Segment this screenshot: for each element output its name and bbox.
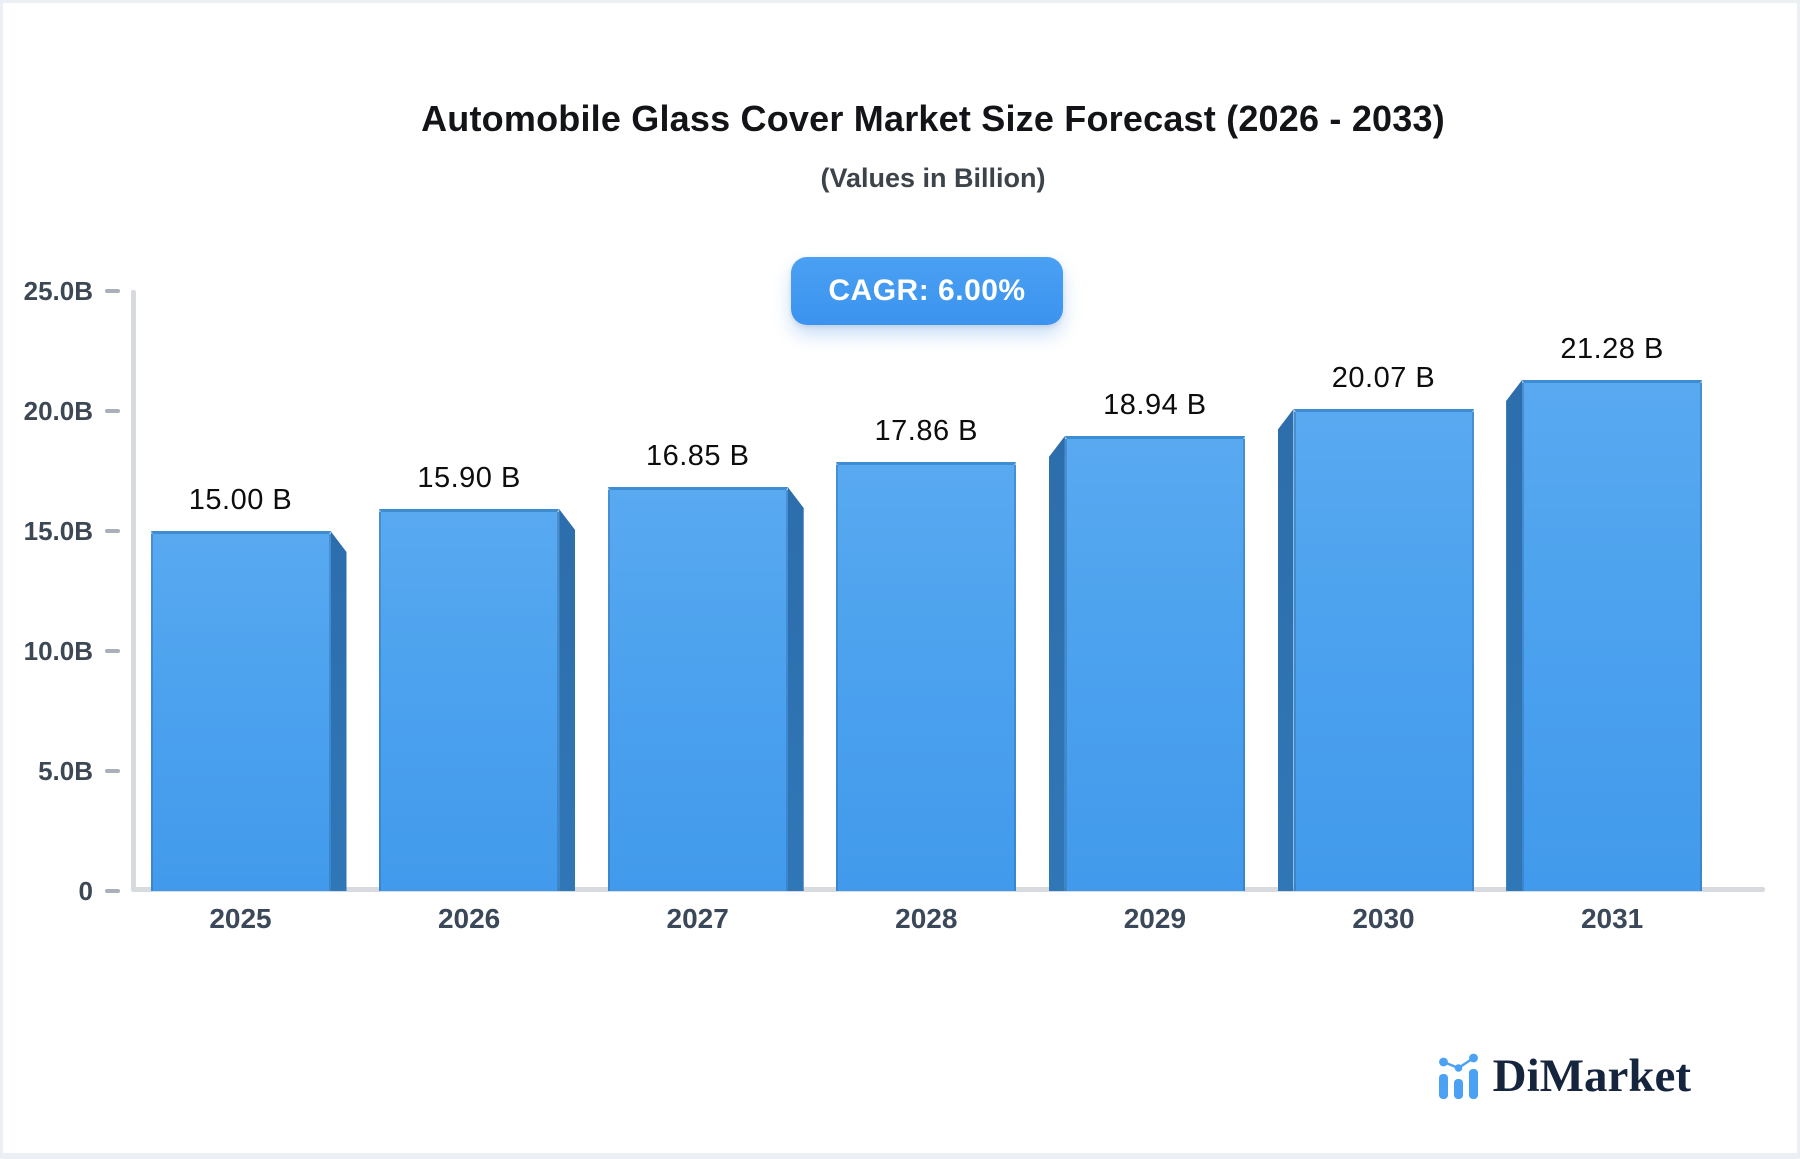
y-tick-label: 25.0B — [23, 276, 93, 306]
bar-3d-side — [787, 487, 804, 891]
logo-text: DiMarket — [1492, 1050, 1691, 1102]
x-tick-label: 2028 — [895, 903, 958, 934]
x-tick-label: 2027 — [666, 903, 729, 934]
y-tick-mark — [105, 409, 120, 413]
bar-3d-side — [330, 531, 347, 891]
x-tick-label: 2025 — [209, 903, 272, 934]
bar-value-label: 21.28 B — [1560, 333, 1664, 365]
y-tick-label: 10.0B — [23, 636, 93, 666]
bar-2030[interactable] — [1277, 409, 1474, 891]
bar-2026[interactable] — [379, 509, 576, 891]
bar-chart-trend-icon — [1438, 1053, 1478, 1099]
bar-value-label: 16.85 B — [645, 440, 750, 472]
y-tick-mark — [105, 529, 120, 533]
bar-2029[interactable] — [1048, 436, 1245, 891]
y-tick-mark — [105, 889, 120, 893]
bar-value-label: 20.07 B — [1331, 362, 1436, 394]
bar-chart: 25.0B 20.0B 15.0B 10.0B 5.0B 0 15.00 B 2025 15.9… — [3, 3, 1800, 1159]
bar-value-label: 15.90 B — [417, 462, 521, 494]
y-tick-label: 15.0B — [23, 516, 93, 546]
bar-face — [1293, 409, 1474, 891]
bar-3d-side — [1277, 409, 1294, 891]
bar-face — [379, 509, 560, 891]
y-tick-label: 5.0B — [38, 756, 93, 786]
chart-subtitle: (Values in Billion) — [820, 163, 1046, 193]
bar-2025[interactable] — [150, 531, 347, 891]
y-tick-mark — [105, 289, 120, 293]
bar-face — [1064, 436, 1245, 891]
bar-3d-side — [1506, 380, 1523, 891]
bar-face — [836, 462, 1017, 891]
bar-3d-side — [559, 509, 576, 891]
y-tick-mark — [105, 769, 120, 773]
bar-face — [150, 531, 331, 891]
dimarket-logo: DiMarket — [1437, 1050, 1691, 1102]
y-tick-label: 20.0B — [23, 396, 93, 426]
chart-header: Automobile Glass Cover Market Size Forec… — [93, 97, 1773, 194]
bar-2031[interactable] — [1506, 380, 1703, 891]
x-tick-label: 2026 — [437, 903, 501, 934]
bar-2028[interactable] — [836, 462, 1017, 891]
y-axis-line — [131, 290, 136, 891]
bar-3d-side — [1048, 436, 1065, 891]
chart-title: Automobile Glass Cover Market Size Forec… — [421, 98, 1445, 139]
bar-value-label: 18.94 B — [1103, 389, 1207, 421]
bar-face — [1522, 380, 1703, 891]
x-tick-label: 2031 — [1580, 903, 1644, 934]
cagr-badge: CAGR: 6.00% — [791, 257, 1063, 325]
bar-value-label: 17.86 B — [874, 415, 979, 447]
x-tick-label: 2030 — [1352, 903, 1415, 934]
y-tick-mark — [105, 649, 120, 653]
x-tick-label: 2029 — [1123, 903, 1187, 934]
bar-2027[interactable] — [607, 487, 804, 891]
bar-value-label: 15.00 B — [188, 484, 293, 516]
cagr-badge-label: CAGR: 6.00% — [828, 274, 1026, 307]
bar-face — [607, 487, 788, 891]
y-tick-label: 0 — [78, 876, 93, 906]
chart-card: Automobile Glass Cover Market Size Forec… — [3, 3, 1797, 1153]
